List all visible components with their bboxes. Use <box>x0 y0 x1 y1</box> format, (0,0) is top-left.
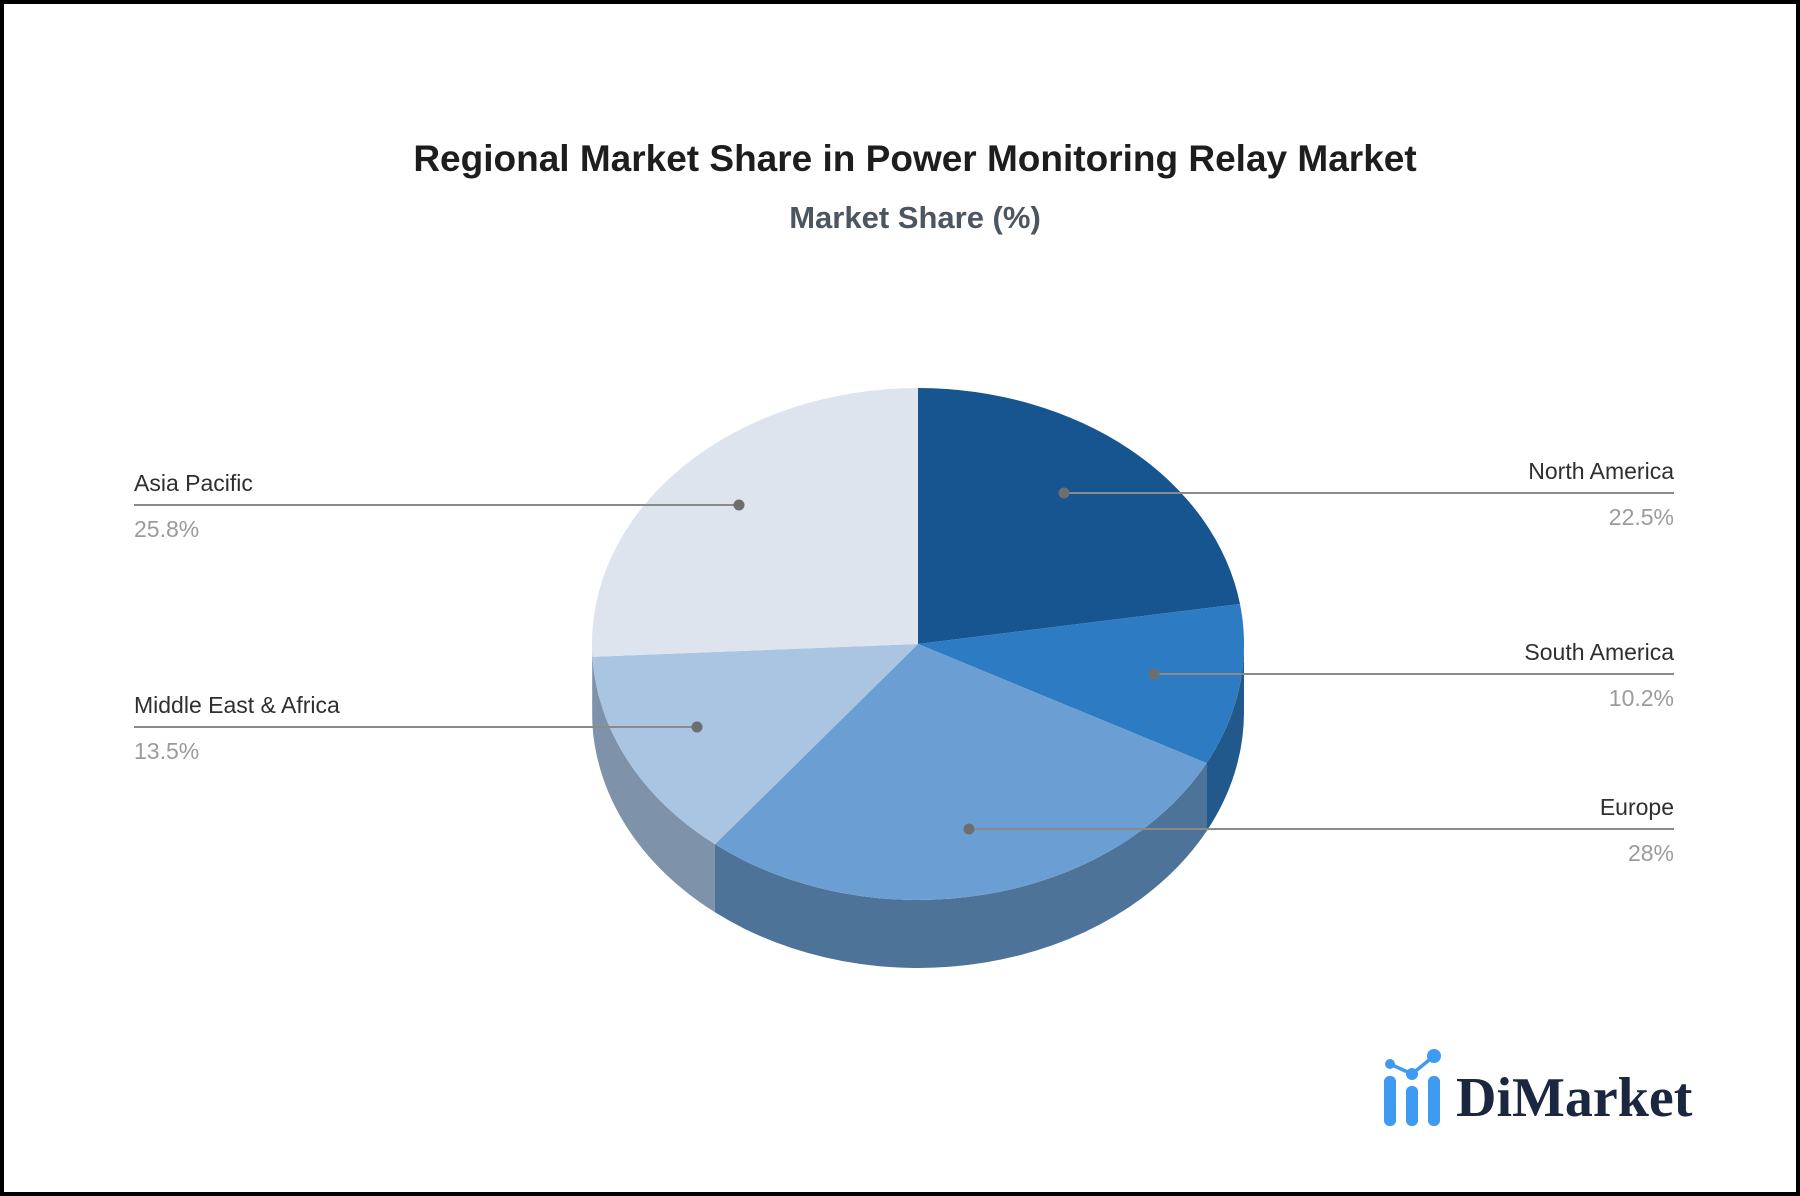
pie-slice-south-america[interactable] <box>918 603 1244 764</box>
chart-title: Regional Market Share in Power Monitorin… <box>413 138 1417 179</box>
leader-dot-asia-pacific <box>733 499 745 511</box>
pie-chart-canvas <box>134 388 1674 968</box>
leader-dot-south-america <box>1148 668 1160 680</box>
pie-slice-middle-east-africa[interactable] <box>592 644 918 845</box>
leader-dot-middle-east-africa <box>691 721 703 733</box>
pie-slice-asia-pacific[interactable] <box>592 388 918 657</box>
leader-dot-north-america <box>1058 487 1070 499</box>
pie-slice-europe[interactable] <box>714 644 1207 900</box>
brand-logo-text: DiMarket <box>1456 1067 1693 1129</box>
leader-dot-europe <box>963 823 975 835</box>
pie-slice-north-america[interactable] <box>918 388 1240 644</box>
bar-line-chart-icon <box>1384 1049 1441 1126</box>
pie-slice-south-america-depth <box>1206 644 1244 832</box>
pie-slice-europe-depth <box>714 763 1207 968</box>
brand-logo: DiMarket <box>1380 1046 1692 1128</box>
chart-subtitle: Market Share (%) <box>789 200 1041 235</box>
pie-slice-middle-east-africa-depth <box>592 656 715 913</box>
